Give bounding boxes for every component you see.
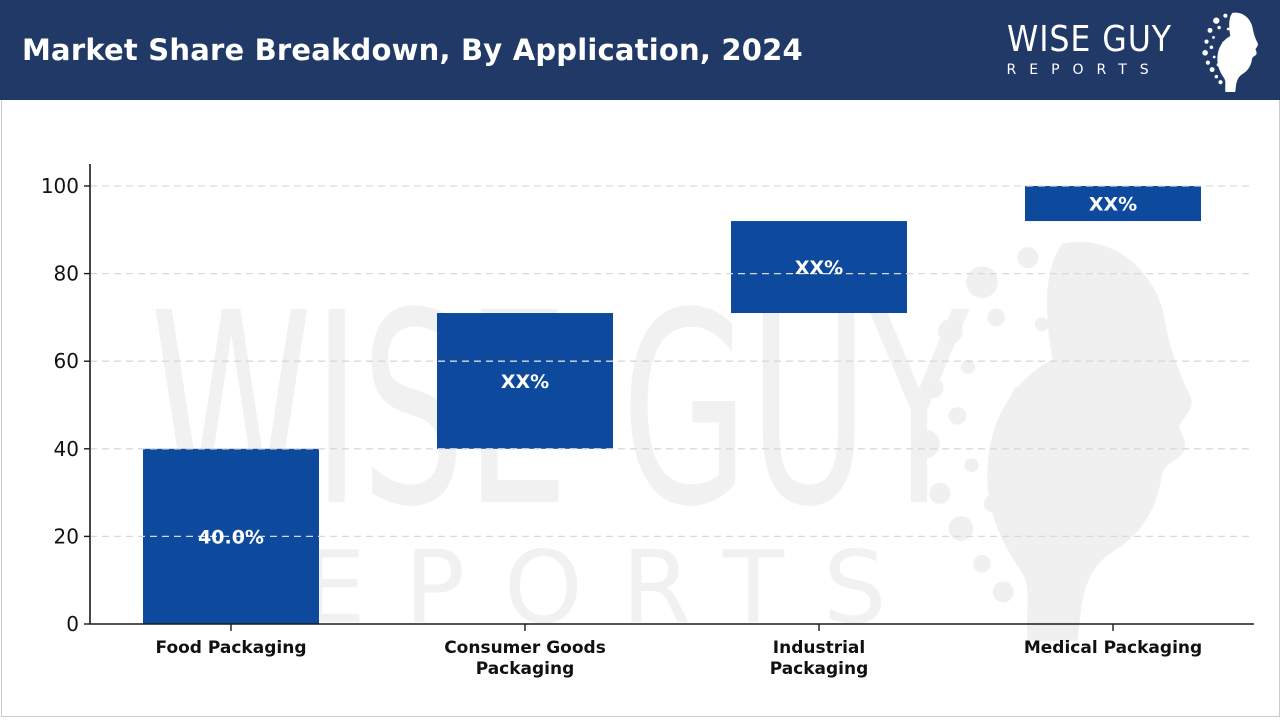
y-tick-label-60: 60 — [54, 349, 79, 373]
y-tick-label-0: 0 — [66, 612, 79, 636]
wise-guy-logo: WISE GUY REPORTS — [1007, 8, 1267, 92]
y-tick-label-40: 40 — [54, 437, 79, 461]
logo-text: WISE GUY REPORTS — [1006, 19, 1195, 79]
bar-value-label-medical-packaging: XX% — [1089, 194, 1137, 216]
bar-consumer-goods-packaging — [437, 313, 613, 449]
wise-guy-head-icon — [1196, 8, 1266, 92]
category-label-consumer-goods-packaging: Consumer Goods Packaging — [444, 638, 606, 679]
bar-food-packaging — [143, 448, 319, 624]
bar-value-label-industrial-packaging: XX% — [795, 257, 843, 279]
header-bar: Market Share Breakdown, By Application, … — [0, 0, 1280, 100]
chart-title: Market Share Breakdown, By Application, … — [22, 33, 803, 67]
bar-medical-packaging — [1025, 186, 1201, 222]
logo-wordmark: WISE GUY — [1006, 19, 1172, 60]
y-tick-label-20: 20 — [54, 524, 79, 548]
y-tick-label-80: 80 — [54, 262, 79, 286]
category-label-food-packaging: Food Packaging — [156, 638, 307, 658]
bar-value-label-consumer-goods-packaging: XX% — [501, 371, 549, 393]
bar-industrial-packaging — [731, 221, 907, 314]
category-label-medical-packaging: Medical Packaging — [1024, 638, 1202, 658]
bar-value-label-food-packaging: 40.0% — [198, 526, 264, 548]
logo-subtext: REPORTS — [1006, 62, 1162, 78]
chart-area: WISE GUY REPORTS 40.0% XX% XX% XX% 0 20 40 60 80… — [1, 100, 1280, 717]
y-tick-label-100: 100 — [41, 174, 79, 198]
waterfall-chart: 40.0% XX% XX% XX% 0 20 40 60 80 100 Food Packaging… — [41, 164, 1254, 679]
category-label-industrial-packaging: Industrial Packaging — [770, 638, 869, 679]
